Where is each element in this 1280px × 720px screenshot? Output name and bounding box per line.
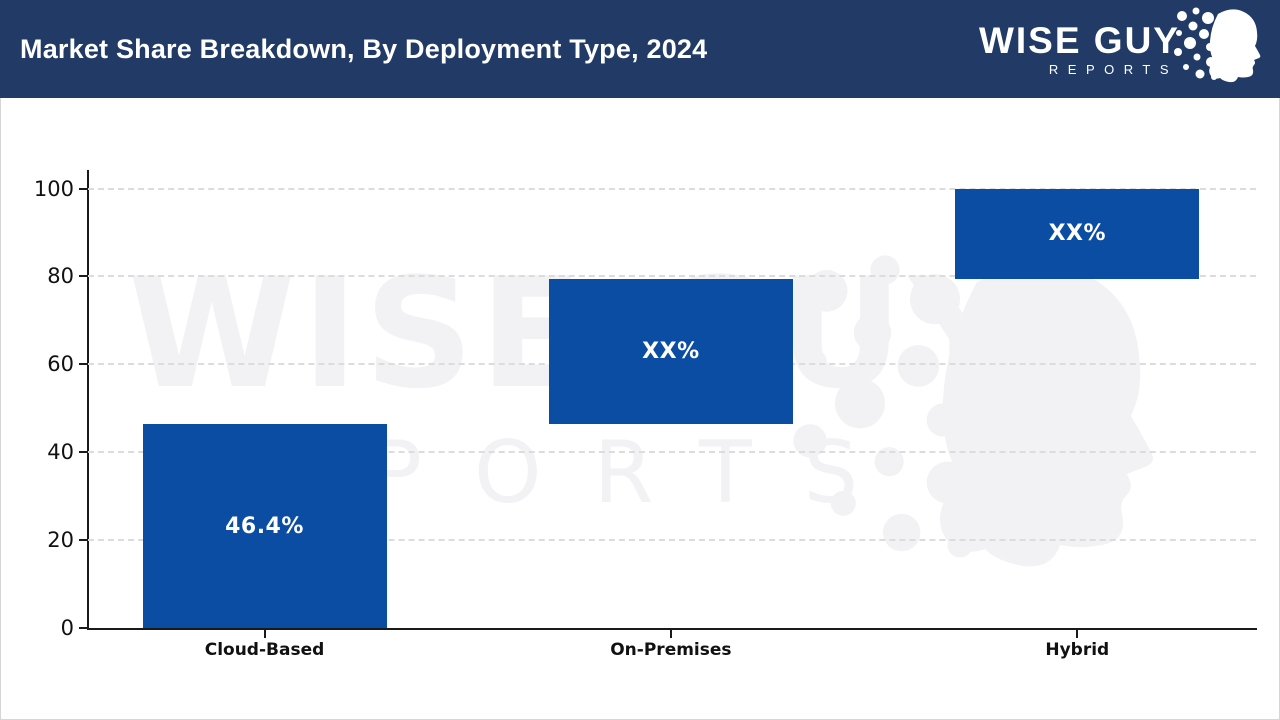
y-tick-mark-0 xyxy=(79,627,87,629)
y-tick-label-40: 40 xyxy=(47,440,74,465)
x-tick-mark-hybrid xyxy=(1076,630,1079,638)
y-tick-mark-20 xyxy=(79,539,87,542)
header-bar: Market Share Breakdown, By Deployment Ty… xyxy=(0,0,1280,98)
y-tick-label-80: 80 xyxy=(47,264,74,289)
gridline-100 xyxy=(88,187,1256,190)
x-axis-line xyxy=(87,628,1257,630)
bar-on-premises: XX% xyxy=(548,279,793,425)
x-tick-mark-on-premises xyxy=(669,630,672,638)
x-category-label-on-premises: On-Premises xyxy=(610,640,732,660)
y-tick-label-60: 60 xyxy=(47,352,74,377)
bar-value-label-hybrid: XX% xyxy=(1048,221,1107,247)
head-profile-icon xyxy=(1166,2,1262,96)
x-tick-mark-cloud-based xyxy=(263,630,266,638)
brand-logo: WISE GUY REPORTS xyxy=(979,2,1262,96)
y-tick-label-20: 20 xyxy=(47,528,74,553)
y-tick-mark-80 xyxy=(79,275,87,278)
bar-cloud-based: 46.4% xyxy=(142,424,387,628)
gridline-80 xyxy=(88,275,1256,278)
bar-value-label-on-premises: XX% xyxy=(642,339,700,365)
y-tick-mark-60 xyxy=(79,363,87,366)
brand-logo-text: WISE GUY REPORTS xyxy=(979,22,1180,76)
page-title: Market Share Breakdown, By Deployment Ty… xyxy=(20,33,708,64)
y-axis-line xyxy=(87,170,89,630)
y-tick-mark-100 xyxy=(79,187,87,190)
y-tick-label-100: 100 xyxy=(33,176,74,201)
brand-subname: REPORTS xyxy=(1048,62,1178,77)
bar-value-label-cloud-based: 46.4% xyxy=(225,513,304,539)
brand-name: WISE GUY xyxy=(978,20,1180,61)
gridline-40 xyxy=(88,451,1256,454)
gridline-20 xyxy=(88,539,1256,542)
x-category-label-cloud-based: Cloud-Based xyxy=(204,640,325,660)
y-tick-label-0: 0 xyxy=(60,616,74,640)
x-category-label-hybrid: Hybrid xyxy=(1045,640,1110,660)
waterfall-chart: 100 80 60 40 20 0 46.4% Cloud-Based XX% On-Premis… xyxy=(0,98,1280,720)
bar-hybrid: XX% xyxy=(955,188,1200,280)
y-tick-mark-40 xyxy=(79,451,87,454)
